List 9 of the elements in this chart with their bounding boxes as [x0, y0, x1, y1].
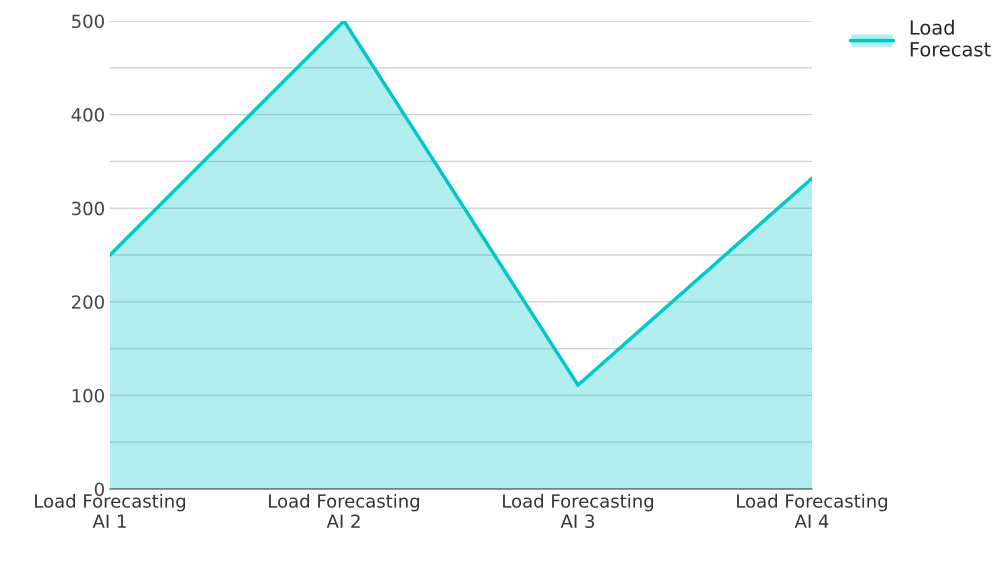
y-tick-label: 200: [72, 295, 104, 309]
y-tick-label: 100: [72, 388, 104, 403]
legend-label: Load Forecast: [910, 20, 991, 57]
y-tick-label: 400: [72, 108, 104, 122]
x-tick-label: Load Forecasting AI 2: [269, 494, 420, 528]
x-tick-label: Load Forecasting AI 4: [737, 494, 888, 528]
y-tick-label: 300: [72, 202, 104, 216]
x-tick-label: Load Forecasting AI 3: [503, 494, 654, 528]
y-tick-label: 500: [72, 14, 104, 28]
